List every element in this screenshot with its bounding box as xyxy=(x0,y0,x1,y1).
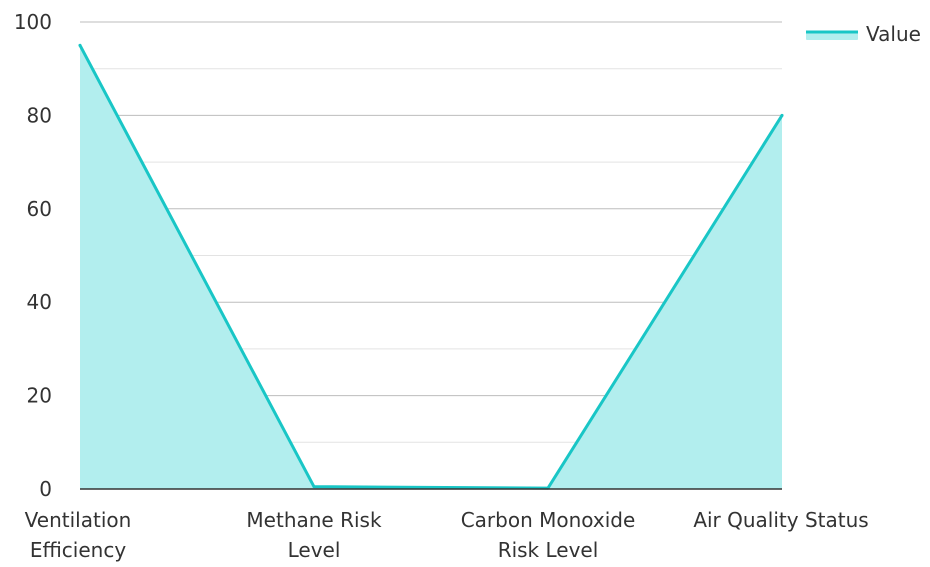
legend-label: Value xyxy=(866,22,921,46)
data-point[interactable] xyxy=(78,43,82,47)
legend: Value xyxy=(806,22,921,46)
y-tick-label: 40 xyxy=(27,290,52,314)
x-tick-label: Risk Level xyxy=(498,538,599,562)
x-tick-label: Air Quality Status xyxy=(693,508,868,532)
x-tick-label: Level xyxy=(288,538,341,562)
data-point[interactable] xyxy=(780,113,784,117)
x-tick-label: Methane Risk xyxy=(246,508,382,532)
legend-swatch-fill xyxy=(806,32,858,40)
y-tick-label: 100 xyxy=(14,10,52,34)
series-area-fill xyxy=(80,45,782,489)
series-area-layer xyxy=(78,43,784,490)
y-axis-tick-labels: 0 20 40 60 80 100 xyxy=(14,10,52,501)
y-tick-label: 0 xyxy=(39,477,52,501)
y-tick-label: 60 xyxy=(27,197,52,221)
x-tick-label: Carbon Monoxide xyxy=(461,508,636,532)
series-line xyxy=(78,43,784,490)
y-tick-label: 80 xyxy=(27,103,52,127)
x-tick-label: Efficiency xyxy=(30,538,127,562)
x-tick-label: Ventilation xyxy=(25,508,132,532)
y-tick-label: 20 xyxy=(27,384,52,408)
data-point[interactable] xyxy=(312,485,316,489)
x-axis-tick-labels: Ventilation Efficiency Methane Risk Level Ca… xyxy=(25,508,869,562)
